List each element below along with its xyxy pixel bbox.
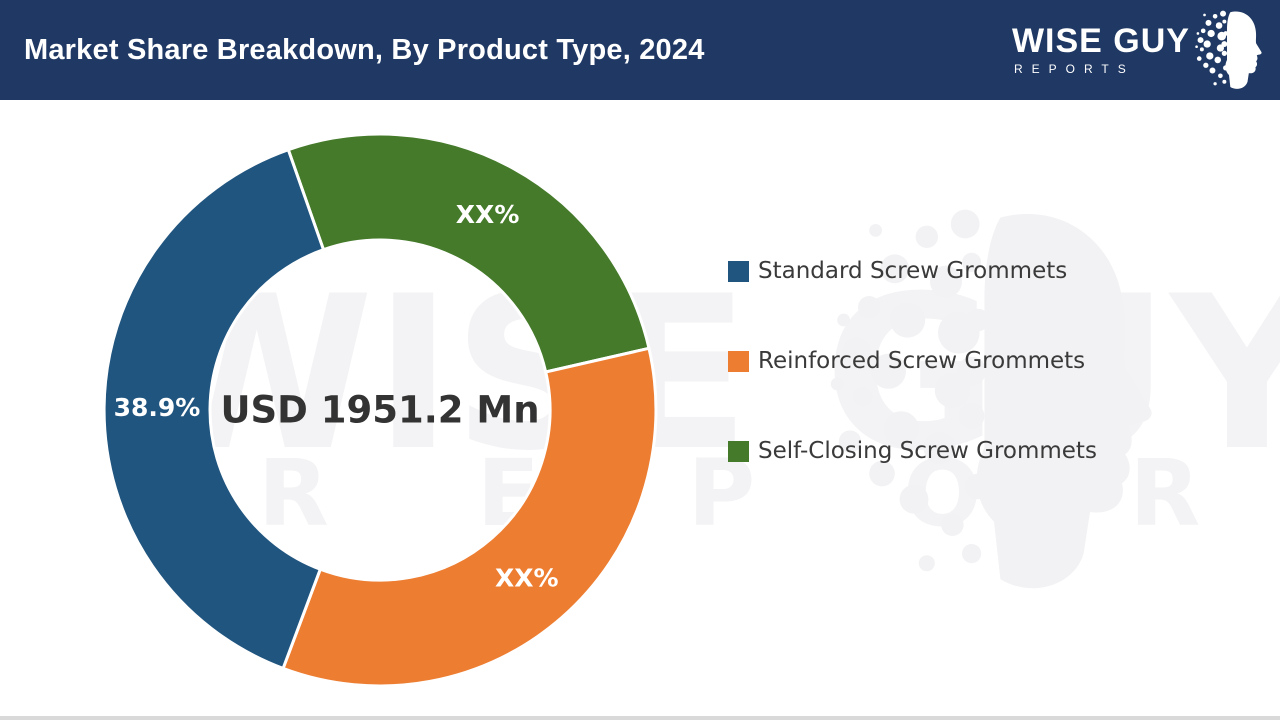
donut-segment-self-closing-screw-grommets bbox=[286, 132, 651, 374]
legend-item-self-closing: Self-Closing Screw Grommets bbox=[728, 435, 1097, 467]
watermark: WISE GUY R E P O R T S bbox=[0, 100, 1280, 716]
legend-item-standard: Standard Screw Grommets bbox=[728, 255, 1097, 287]
segment-value-label: 38.9% bbox=[114, 393, 201, 422]
legend-label: Reinforced Screw Grommets bbox=[758, 348, 1086, 374]
logo-face-icon bbox=[1195, 10, 1262, 89]
header: Market Share Breakdown, By Product Type,… bbox=[0, 0, 1280, 100]
segment-value-label: XX% bbox=[456, 200, 520, 229]
donut-center-value: USD 1951.2 Mn bbox=[220, 388, 540, 432]
legend-label: Standard Screw Grommets bbox=[758, 258, 1068, 284]
donut-segment-reinforced-screw-grommets bbox=[281, 346, 658, 688]
legend-swatch-self-closing bbox=[728, 440, 749, 462]
logo-wordmark: WISE GUY bbox=[1011, 22, 1190, 60]
legend-item-reinforced: Reinforced Screw Grommets bbox=[728, 345, 1097, 377]
donut-chart: XX% XX% 38.9% bbox=[102, 132, 658, 688]
segment-value-label: XX% bbox=[495, 563, 559, 592]
legend: Standard Screw Grommets Reinforced Screw… bbox=[728, 255, 1097, 525]
bottom-divider bbox=[0, 716, 1280, 720]
legend-swatch-reinforced bbox=[728, 350, 749, 372]
logo-wordmark-block: WISE GUY REPORTS bbox=[1012, 24, 1190, 76]
page-title: Market Share Breakdown, By Product Type,… bbox=[24, 33, 705, 66]
legend-swatch-standard bbox=[728, 260, 749, 282]
chart-area: WISE GUY R E P O R T S XX% XX% 38.9% USD 1… bbox=[0, 100, 1280, 716]
wise-guy-logo: WISE GUY REPORTS bbox=[1012, 7, 1266, 93]
donut-segment-standard-screw-grommets bbox=[102, 148, 325, 670]
logo-subtitle: REPORTS bbox=[1013, 62, 1135, 76]
legend-label: Self-Closing Screw Grommets bbox=[758, 438, 1097, 464]
